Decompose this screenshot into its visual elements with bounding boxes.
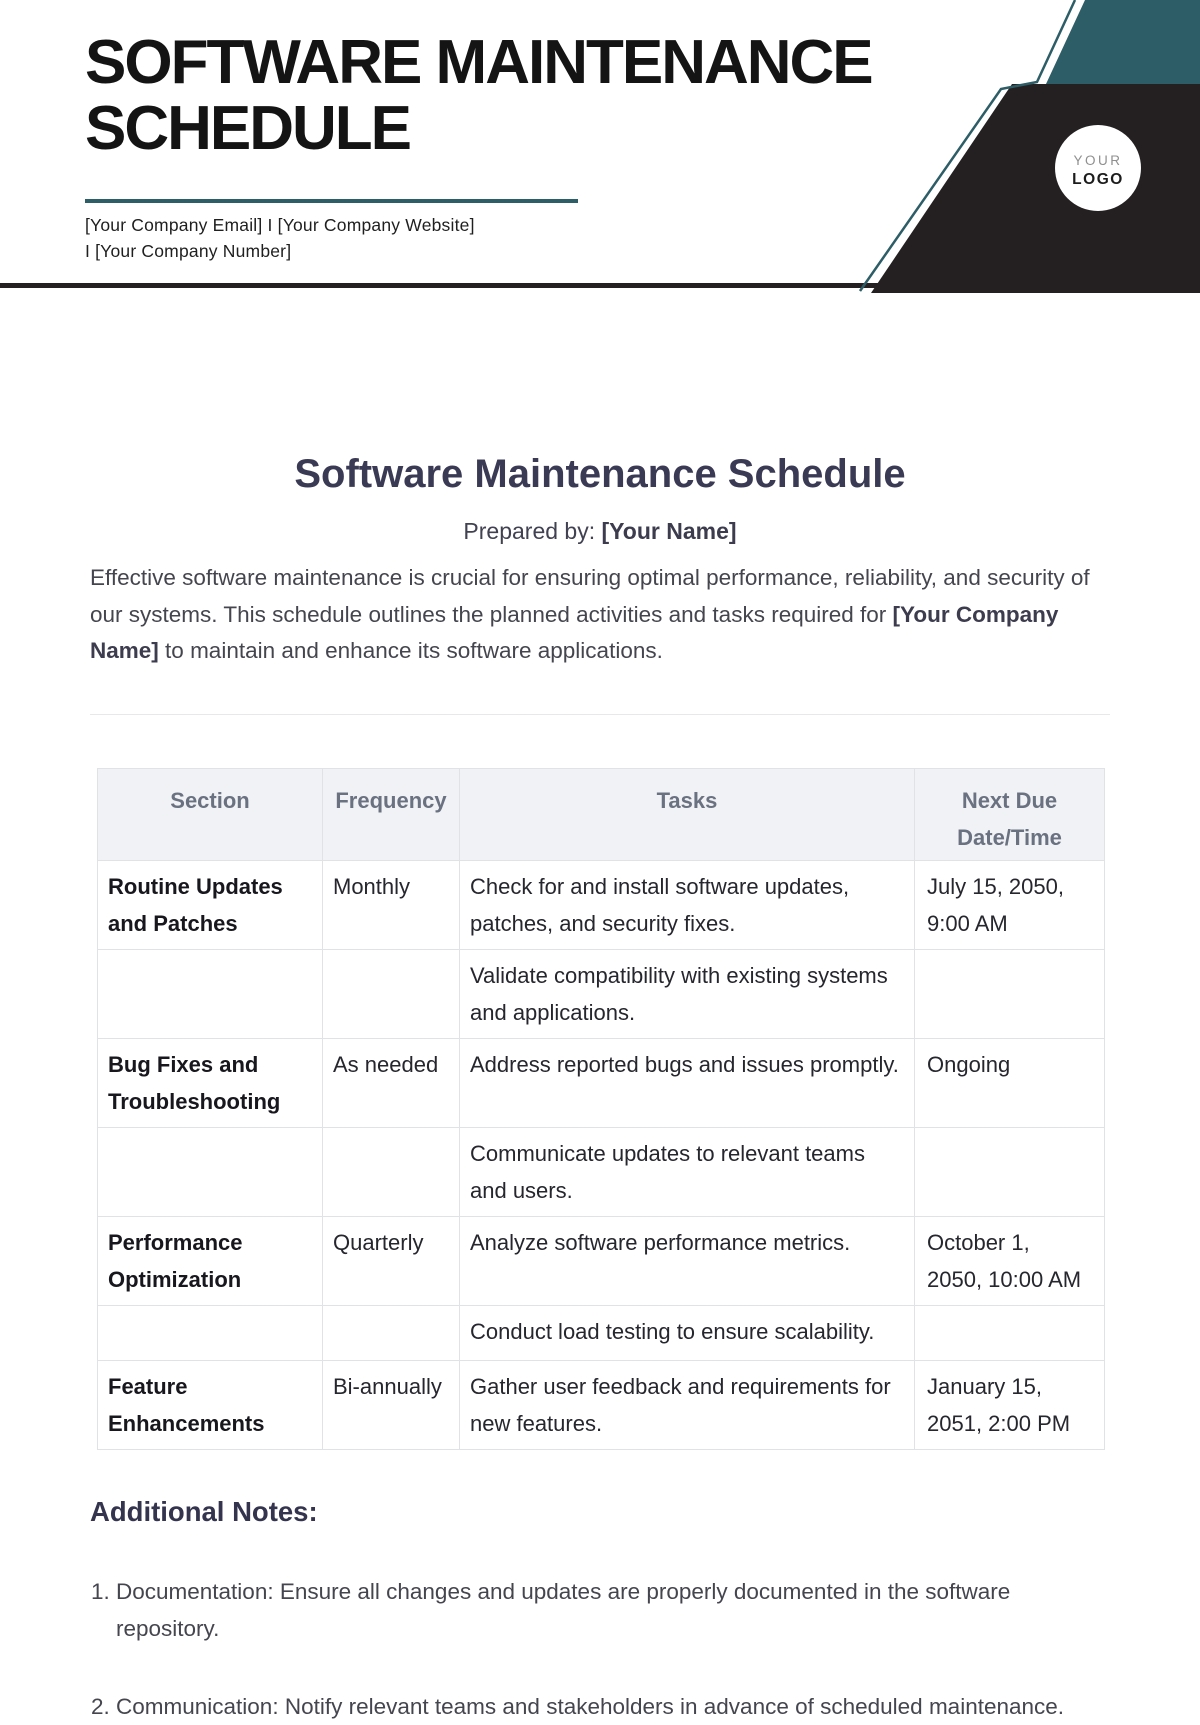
column-header-frequency: Frequency (323, 768, 460, 860)
dark-corner-shape (871, 84, 1200, 293)
cell-task: Conduct load testing to ensure scalabili… (460, 1305, 915, 1360)
note-item: Communication: Notify relevant teams and… (116, 1688, 1110, 1725)
corner-decoration: YOUR LOGO (840, 0, 1200, 293)
cell-task: Validate compatibility with existing sys… (460, 949, 915, 1038)
cell-task: Gather user feedback and requirements fo… (460, 1360, 915, 1449)
column-header-section: Section (98, 768, 323, 860)
title-underline (85, 199, 578, 203)
cell-frequency: Monthly (323, 860, 460, 949)
logo-circle (1055, 125, 1141, 211)
cell-section: Routine Updates and Patches (98, 860, 323, 949)
table-row: Validate compatibility with existing sys… (98, 949, 1105, 1038)
document-title: SOFTWARE MAINTENANCE SCHEDULE (85, 30, 885, 162)
cell-due (915, 1305, 1105, 1360)
cell-section (98, 949, 323, 1038)
maintenance-schedule-table: Section Frequency Tasks Next Due Date/Ti… (97, 768, 1105, 1450)
logo-text-logo: LOGO (1072, 171, 1124, 188)
table-row: Feature Enhancements Bi-annually Gather … (98, 1360, 1105, 1449)
column-header-next-due: Next Due Date/Time (915, 768, 1105, 860)
cell-frequency: As needed (323, 1038, 460, 1127)
cell-due (915, 949, 1105, 1038)
company-contact-lines: [Your Company Email] I [Your Company Web… (85, 212, 475, 264)
company-contact-line1: [Your Company Email] I [Your Company Web… (85, 212, 475, 238)
cell-frequency (323, 949, 460, 1038)
cell-frequency: Bi-annually (323, 1360, 460, 1449)
intro-paragraph: Effective software maintenance is crucia… (90, 560, 1110, 670)
cell-frequency (323, 1305, 460, 1360)
table-row: Routine Updates and Patches Monthly Chec… (98, 860, 1105, 949)
company-contact-line2: I [Your Company Number] (85, 238, 475, 264)
cell-task: Communicate updates to relevant teams an… (460, 1127, 915, 1216)
cell-section (98, 1305, 323, 1360)
cell-task: Check for and install software updates, … (460, 860, 915, 949)
document-body: Software Maintenance Schedule Prepared b… (90, 450, 1110, 1725)
cell-due: July 15, 2050, 9:00 AM (915, 860, 1105, 949)
section-divider (90, 714, 1110, 715)
table-row: Conduct load testing to ensure scalabili… (98, 1305, 1105, 1360)
cell-section: Feature Enhancements (98, 1360, 323, 1449)
table-header-row: Section Frequency Tasks Next Due Date/Ti… (98, 768, 1105, 860)
cell-section (98, 1127, 323, 1216)
logo-text-your: YOUR (1073, 153, 1122, 168)
cell-section: Bug Fixes and Troubleshooting (98, 1038, 323, 1127)
cell-due (915, 1127, 1105, 1216)
cell-task: Address reported bugs and issues promptl… (460, 1038, 915, 1127)
page-title: Software Maintenance Schedule (90, 450, 1110, 498)
intro-paragraph-part2: to maintain and enhance its software app… (165, 638, 663, 663)
cell-frequency (323, 1127, 460, 1216)
additional-notes-heading: Additional Notes: (90, 1495, 1110, 1529)
table-row: Communicate updates to relevant teams an… (98, 1127, 1105, 1216)
cell-due: January 15, 2051, 2:00 PM (915, 1360, 1105, 1449)
note-item: Documentation: Ensure all changes and up… (116, 1573, 1110, 1648)
letterhead: SOFTWARE MAINTENANCE SCHEDULE [Your Comp… (0, 0, 1200, 288)
cell-task: Analyze software performance metrics. (460, 1216, 915, 1305)
cell-frequency: Quarterly (323, 1216, 460, 1305)
cell-due: October 1, 2050, 10:00 AM (915, 1216, 1105, 1305)
cell-section: Performance Optimization (98, 1216, 323, 1305)
prepared-by-line: Prepared by: [Your Name] (90, 515, 1110, 547)
prepared-by-name: [Your Name] (602, 518, 737, 544)
prepared-by-label: Prepared by: (463, 518, 595, 544)
table-row: Bug Fixes and Troubleshooting As needed … (98, 1038, 1105, 1127)
cell-due: Ongoing (915, 1038, 1105, 1127)
table-row: Performance Optimization Quarterly Analy… (98, 1216, 1105, 1305)
column-header-tasks: Tasks (460, 768, 915, 860)
notes-list: Documentation: Ensure all changes and up… (90, 1573, 1110, 1725)
